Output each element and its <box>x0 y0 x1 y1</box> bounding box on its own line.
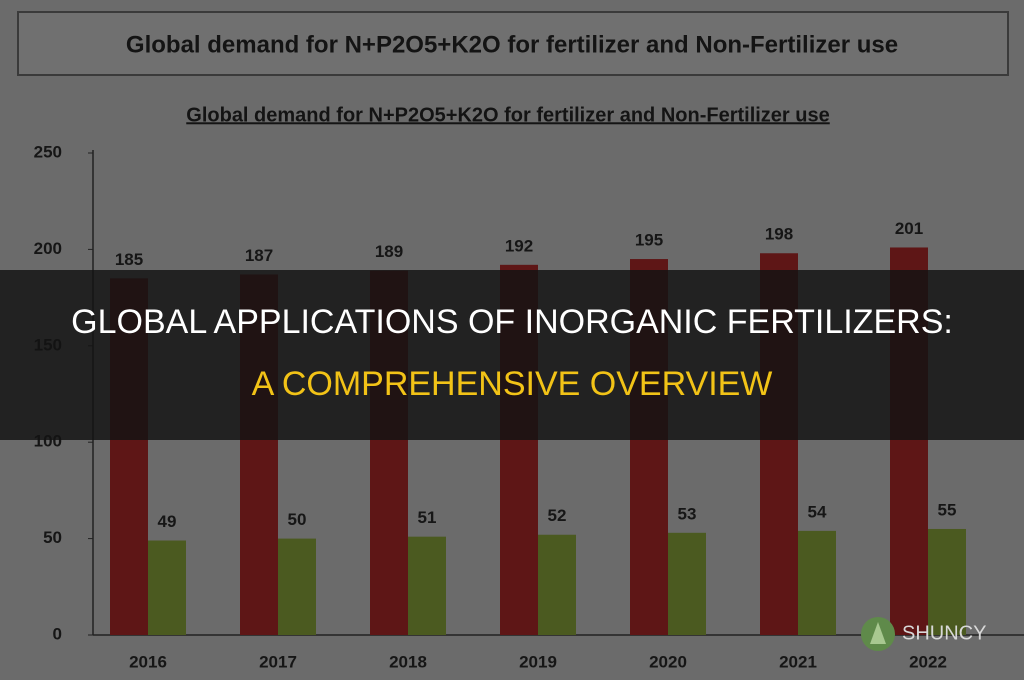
x-tick-label: 2016 <box>129 652 167 671</box>
bar <box>538 534 576 635</box>
logo: SHUNCY <box>861 617 986 651</box>
y-tick-label: 250 <box>34 142 62 161</box>
x-tick-label: 2019 <box>519 652 557 671</box>
value-label: 53 <box>678 504 697 523</box>
value-label: 52 <box>548 506 567 525</box>
banner-line2: A Comprehensive Overview <box>252 365 773 403</box>
value-label: 195 <box>635 231 663 250</box>
y-tick-label: 50 <box>43 528 62 547</box>
x-tick-label: 2017 <box>259 652 297 671</box>
value-label: 201 <box>895 219 923 238</box>
value-label: 187 <box>245 246 273 265</box>
logo-leaf <box>870 622 886 644</box>
value-label: 54 <box>808 502 827 521</box>
value-label: 49 <box>158 512 177 531</box>
x-tick-label: 2020 <box>649 652 687 671</box>
chart-title: Global demand for N+P2O5+K2O for fertili… <box>126 31 898 58</box>
bar <box>148 540 186 635</box>
value-label: 198 <box>765 225 793 244</box>
value-label: 55 <box>938 500 957 519</box>
x-tick-label: 2018 <box>389 652 427 671</box>
bar <box>668 532 706 635</box>
y-tick-label: 0 <box>53 624 62 643</box>
bar <box>408 536 446 635</box>
bar <box>928 528 966 635</box>
value-label: 50 <box>288 510 307 529</box>
banner-line1: Global Applications Of Inorganic Fertili… <box>71 303 953 341</box>
bar <box>278 538 316 635</box>
x-tick-label: 2022 <box>909 652 947 671</box>
value-label: 51 <box>418 508 437 527</box>
chart-subtitle: Global demand for N+P2O5+K2O for fertili… <box>186 104 829 126</box>
banner <box>0 270 1024 440</box>
logo-text: SHUNCY <box>902 622 986 644</box>
bar <box>798 530 836 635</box>
value-label: 192 <box>505 236 533 255</box>
title-box <box>17 11 1009 76</box>
value-label: 185 <box>115 250 143 269</box>
x-tick-label: 2021 <box>779 652 817 671</box>
value-label: 189 <box>375 242 403 261</box>
y-tick-label: 200 <box>34 239 62 258</box>
